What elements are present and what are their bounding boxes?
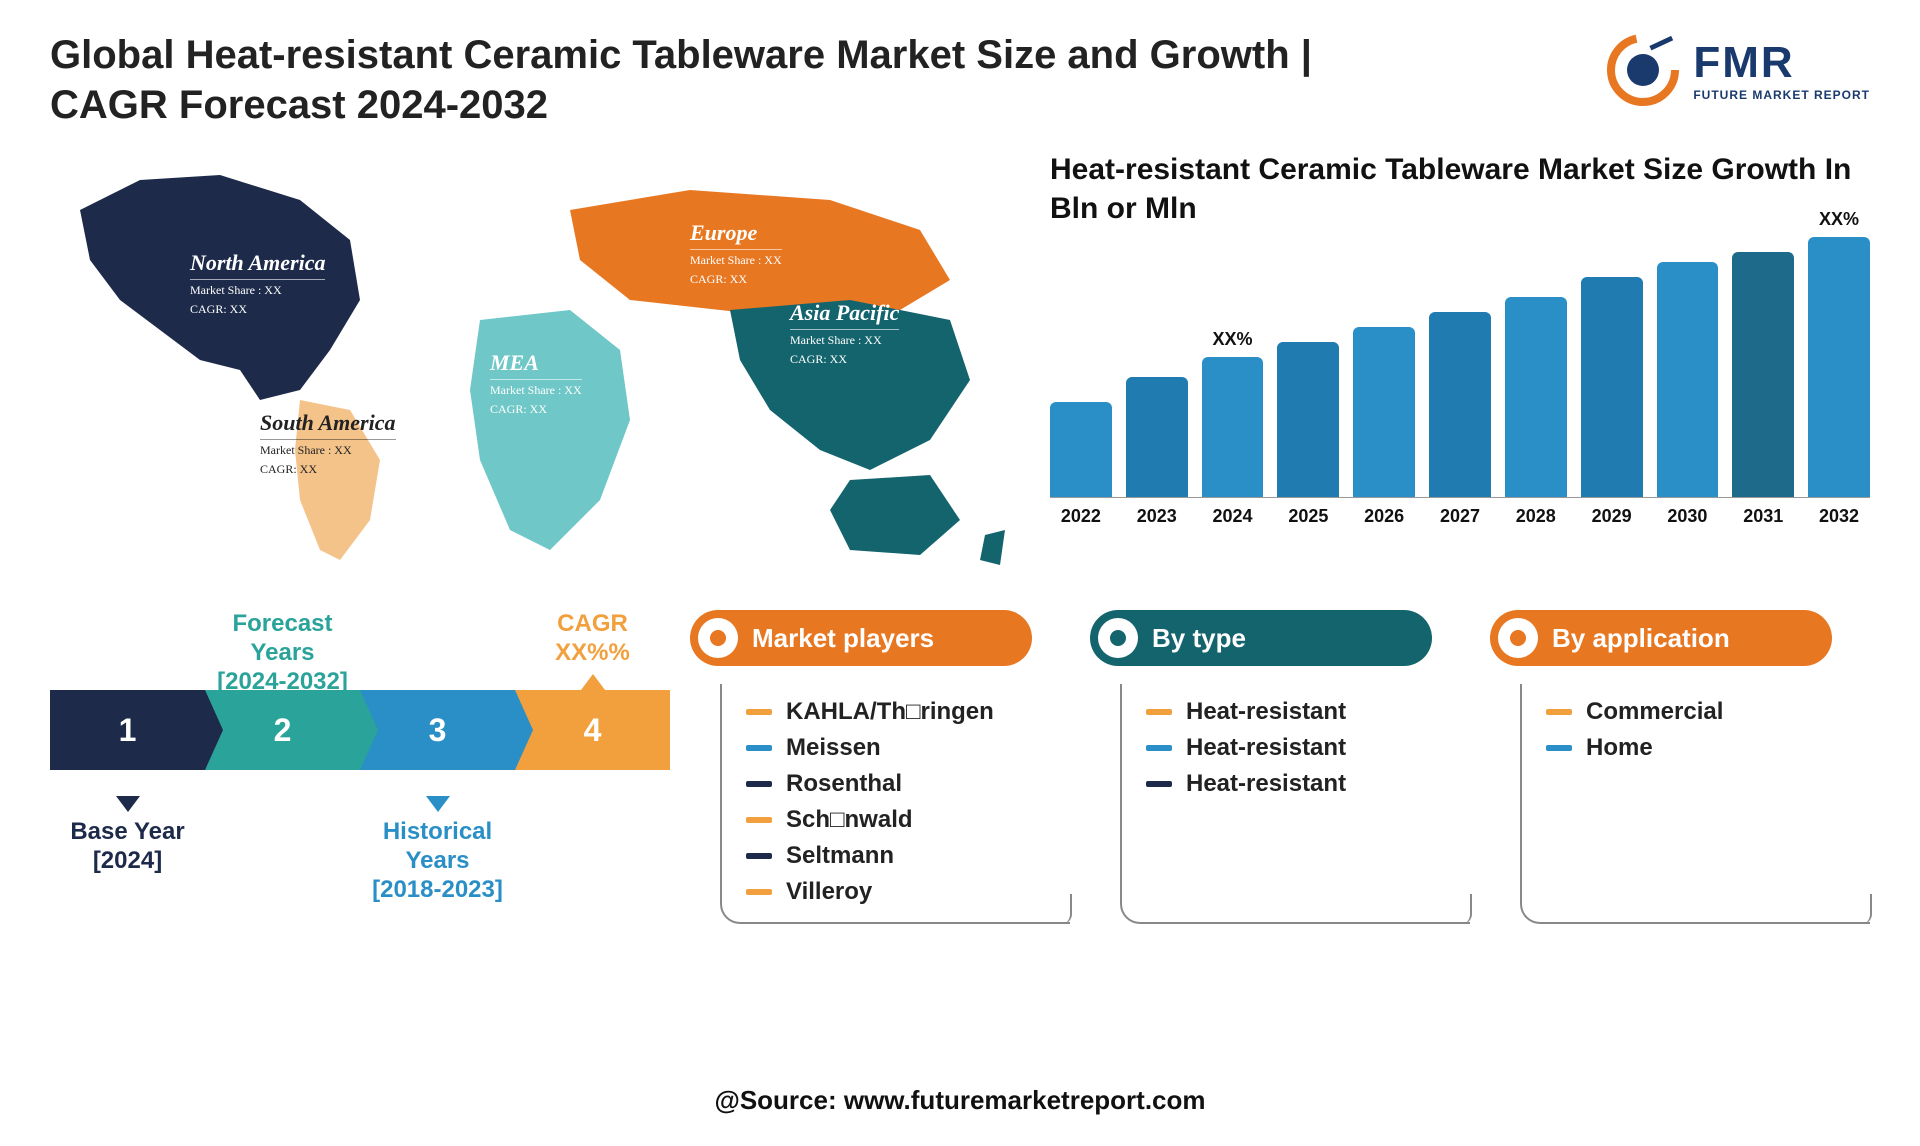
cat-item: Seltmann [746,838,1050,874]
bar-2026 [1353,327,1415,497]
category-2: By application CommercialHome [1490,610,1870,924]
page-title: Global Heat-resistant Ceramic Tableware … [50,30,1350,130]
logo-text: FMR [1693,38,1870,88]
region-label-mea: MEAMarket Share : XXCAGR: XX [490,350,582,417]
bar-2023 [1126,377,1188,497]
cat-header: By type [1090,610,1432,666]
cat-body: KAHLA/Th□ringenMeissenRosenthalSch□nwald… [720,684,1070,924]
xlabel-2027: 2027 [1429,506,1491,527]
region-label-ap: Asia PacificMarket Share : XXCAGR: XX [790,300,899,367]
xlabel-2029: 2029 [1581,506,1643,527]
cat-item: Home [1546,730,1850,766]
dot-icon [1098,618,1138,658]
xlabel-2031: 2031 [1732,506,1794,527]
cat-body: CommercialHome [1520,684,1870,924]
bar-2028 [1505,297,1567,497]
brand-logo: FMR FUTURE MARKET REPORT [1603,30,1870,110]
bar-2022 [1050,402,1112,497]
xlabel-2023: 2023 [1126,506,1188,527]
timeline-seg-4: 4 [515,690,670,770]
cat-item: Sch□nwald [746,802,1050,838]
cat-header: Market players [690,610,1032,666]
xlabel-2024: 2024 [1202,506,1264,527]
bar-2025 [1277,342,1339,497]
region-ap-aus [830,475,960,555]
cat-body: Heat-resistantHeat-resistantHeat-resista… [1120,684,1470,924]
xlabel-2022: 2022 [1050,506,1112,527]
timeline-seg-1: 1 [50,690,205,770]
bar-2031 [1732,252,1794,497]
bar-2030 [1657,262,1719,497]
dot-icon [1498,618,1538,658]
cat-item: Heat-resistant [1146,766,1450,802]
source-attribution: @Source: www.futuremarketreport.com [0,1085,1920,1116]
timeline-seg-3: 3 [360,690,515,770]
cat-item: Commercial [1546,694,1850,730]
cat-item: Heat-resistant [1146,694,1450,730]
world-map: North AmericaMarket Share : XXCAGR: XX So… [50,150,1010,570]
bar-2029 [1581,277,1643,497]
region-label-eu: EuropeMarket Share : XXCAGR: XX [690,220,782,287]
cat-item: Meissen [746,730,1050,766]
category-1: By type Heat-resistantHeat-resistantHeat… [1090,610,1470,924]
xlabel-2025: 2025 [1277,506,1339,527]
timeline-bottom-0: Base Year[2024] [50,790,205,904]
timeline-bottom-2: Historical Years[2018-2023] [360,790,515,904]
xlabel-2032: 2032 [1808,506,1870,527]
timeline-seg-2: 2 [205,690,360,770]
category-0: Market players KAHLA/Th□ringenMeissenRos… [690,610,1070,924]
xlabel-2030: 2030 [1657,506,1719,527]
timeline: Forecast Years[2024-2032]CAGRXX%% 1234 B… [50,610,670,904]
region-mea [470,310,630,550]
region-label-sa: South AmericaMarket Share : XXCAGR: XX [260,410,396,477]
growth-chart: Heat-resistant Ceramic Tableware Market … [1050,150,1870,570]
bar-2027 [1429,312,1491,497]
logo-subtext: FUTURE MARKET REPORT [1693,88,1870,102]
bar-2032: XX% [1808,237,1870,497]
bar-series: XX% XX% [1050,238,1870,498]
chart-title: Heat-resistant Ceramic Tableware Market … [1050,150,1870,228]
xlabel-2026: 2026 [1353,506,1415,527]
region-ap-nz [980,530,1005,565]
xlabel-2028: 2028 [1505,506,1567,527]
bar-2024: XX% [1202,357,1264,497]
x-axis: 2022 2023 2024 2025 2026 2027 2028 2029 2030 2031… [1050,506,1870,527]
dot-icon [698,618,738,658]
logo-icon [1603,30,1683,110]
region-label-na: North AmericaMarket Share : XXCAGR: XX [190,250,325,317]
cat-item: Heat-resistant [1146,730,1450,766]
cat-item: Rosenthal [746,766,1050,802]
cat-item: Villeroy [746,874,1050,910]
cat-header: By application [1490,610,1832,666]
cat-item: KAHLA/Th□ringen [746,694,1050,730]
